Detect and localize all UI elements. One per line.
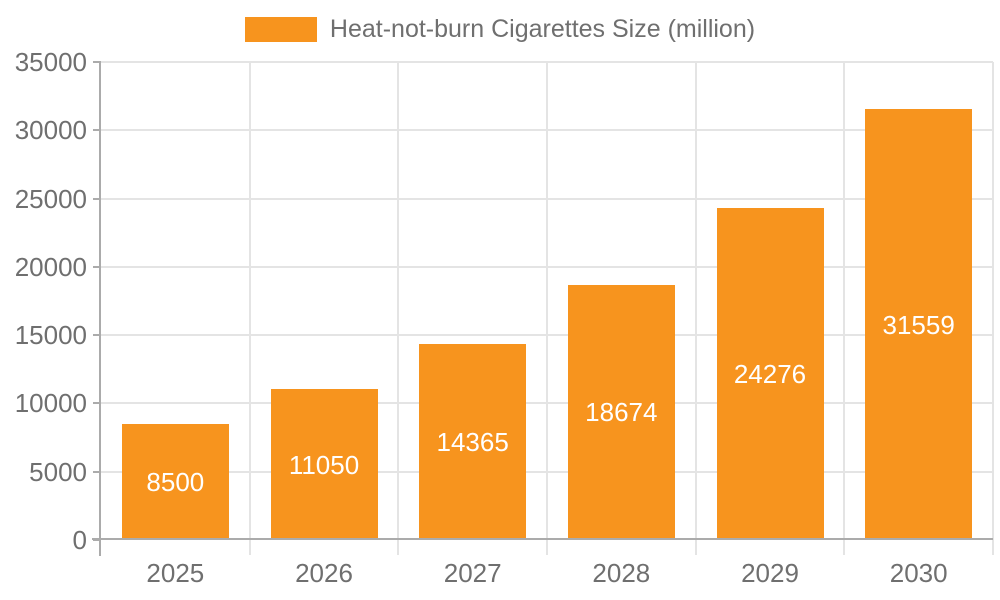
y-axis-label: 10000	[14, 388, 87, 419]
y-axis-tick	[93, 197, 101, 200]
y-axis-tick	[93, 129, 101, 132]
bar-value-label: 14365	[436, 426, 509, 457]
y-axis-tick	[93, 470, 101, 473]
bar-2025: 8500	[121, 423, 229, 540]
y-axis-tick	[93, 61, 101, 63]
plot-area: 0 5000 10000 15000 20000 25000 30000 35000 8500 2…	[15, 49, 994, 586]
x-axis-label: 2028	[592, 558, 651, 588]
x-axis-label: 2030	[889, 558, 948, 588]
bar-value-label: 18674	[585, 397, 658, 428]
y-axis-tick	[93, 539, 101, 541]
bar-value-label: 8500	[146, 466, 205, 497]
bar-value-label: 11050	[288, 449, 360, 480]
y-axis-line	[99, 62, 101, 556]
y-axis-label: 25000	[14, 183, 87, 214]
y-axis-label: 35000	[14, 47, 87, 77]
legend-label: Heat-not-burn Cigarettes Size (million)	[329, 15, 756, 43]
bar-value-label: 24276	[733, 359, 807, 390]
bar-2028: 18674	[567, 284, 675, 540]
y-axis-tick	[93, 402, 101, 405]
bar-value-label: 31559	[882, 309, 955, 340]
gridline-vertical	[397, 62, 400, 555]
legend[interactable]: Heat-not-burn Cigarettes Size (million)	[0, 15, 1000, 44]
y-axis-tick	[93, 334, 101, 337]
x-axis-label: 2029	[741, 558, 799, 588]
gridline-vertical	[843, 62, 846, 555]
x-axis-line	[92, 538, 993, 540]
y-axis-label: 30000	[14, 115, 87, 146]
bar-2026: 11050	[270, 389, 378, 540]
bar-2029: 24276	[716, 208, 824, 540]
bar-2030: 31559	[865, 109, 973, 540]
gridline-vertical	[248, 62, 251, 555]
y-axis-label: 5000	[29, 456, 87, 487]
bar-2027: 14365	[419, 343, 527, 540]
x-axis-label: 2025	[146, 558, 205, 588]
y-axis-tick	[93, 265, 101, 268]
y-axis-label: 20000	[14, 251, 87, 282]
gridline-vertical	[694, 62, 697, 555]
y-axis-label: 15000	[14, 320, 87, 351]
x-axis-label: 2027	[443, 558, 502, 588]
x-axis-label: 2026	[295, 558, 353, 588]
gridline-vertical	[546, 62, 548, 555]
gridline-vertical	[992, 62, 994, 555]
y-axis-label: 0	[72, 525, 87, 555]
legend-swatch-icon	[244, 17, 317, 43]
